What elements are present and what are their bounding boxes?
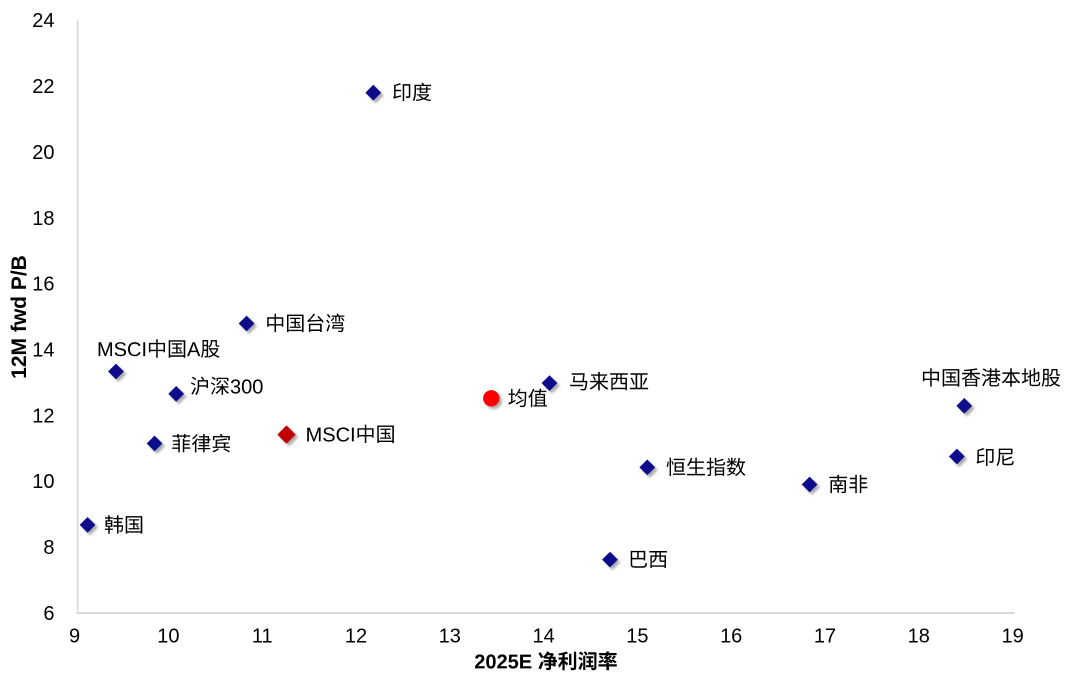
svg-text:19: 19	[1001, 625, 1023, 647]
svg-text:16: 16	[720, 625, 742, 647]
svg-text:10: 10	[32, 471, 54, 493]
svg-text:12M fwd P/B: 12M fwd P/B	[8, 255, 31, 379]
svg-text:14: 14	[32, 339, 54, 361]
svg-text:8: 8	[43, 537, 54, 559]
svg-text:11: 11	[252, 625, 273, 647]
svg-text:22: 22	[32, 76, 54, 98]
svg-text:12: 12	[345, 625, 367, 647]
svg-text:20: 20	[32, 142, 54, 164]
svg-text:12: 12	[32, 405, 54, 427]
svg-text:18: 18	[908, 625, 930, 647]
svg-text:13: 13	[439, 625, 461, 647]
svg-text:17: 17	[814, 625, 836, 647]
svg-text:10: 10	[157, 625, 179, 647]
svg-text:15: 15	[626, 625, 648, 647]
svg-text:14: 14	[532, 625, 554, 647]
svg-text:9: 9	[69, 625, 80, 647]
svg-text:24: 24	[32, 10, 54, 32]
svg-text:18: 18	[32, 208, 54, 230]
svg-text:16: 16	[32, 274, 54, 296]
svg-text:6: 6	[43, 603, 54, 625]
